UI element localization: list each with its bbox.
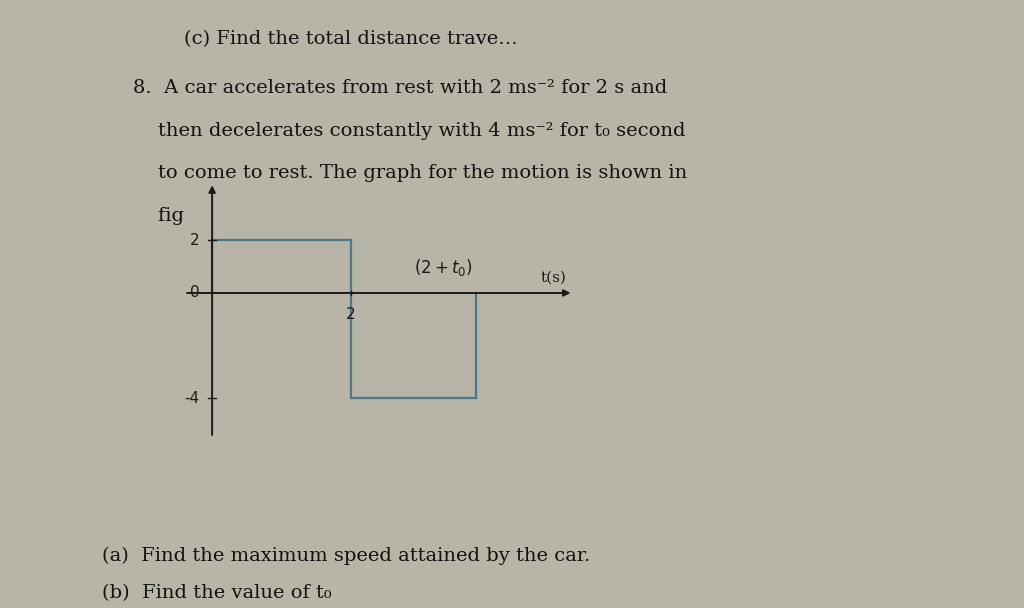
Text: (a)  Find the maximum speed attained by the car.: (a) Find the maximum speed attained by t… bbox=[102, 547, 591, 565]
Text: figure.: figure. bbox=[133, 207, 224, 225]
Text: 2: 2 bbox=[346, 308, 356, 322]
Text: $(2 + t_0)$: $(2 + t_0)$ bbox=[414, 258, 473, 278]
Text: (c) Find the total distance trave…: (c) Find the total distance trave… bbox=[184, 30, 518, 49]
Text: then decelerates constantly with 4 ms⁻² for t₀ second: then decelerates constantly with 4 ms⁻² … bbox=[133, 122, 686, 140]
Text: -4: -4 bbox=[184, 391, 200, 406]
Text: 2: 2 bbox=[190, 233, 200, 248]
Text: 8.  A car accelerates from rest with 2 ms⁻² for 2 s and: 8. A car accelerates from rest with 2 ms… bbox=[133, 79, 668, 97]
Text: (b)  Find the value of t₀: (b) Find the value of t₀ bbox=[102, 584, 332, 602]
Text: a(ms⁻²)▲: a(ms⁻²)▲ bbox=[210, 211, 285, 228]
Text: 0: 0 bbox=[190, 286, 200, 300]
Text: to come to rest. The graph for the motion is shown in: to come to rest. The graph for the motio… bbox=[133, 164, 687, 182]
Text: t(s): t(s) bbox=[541, 271, 566, 285]
